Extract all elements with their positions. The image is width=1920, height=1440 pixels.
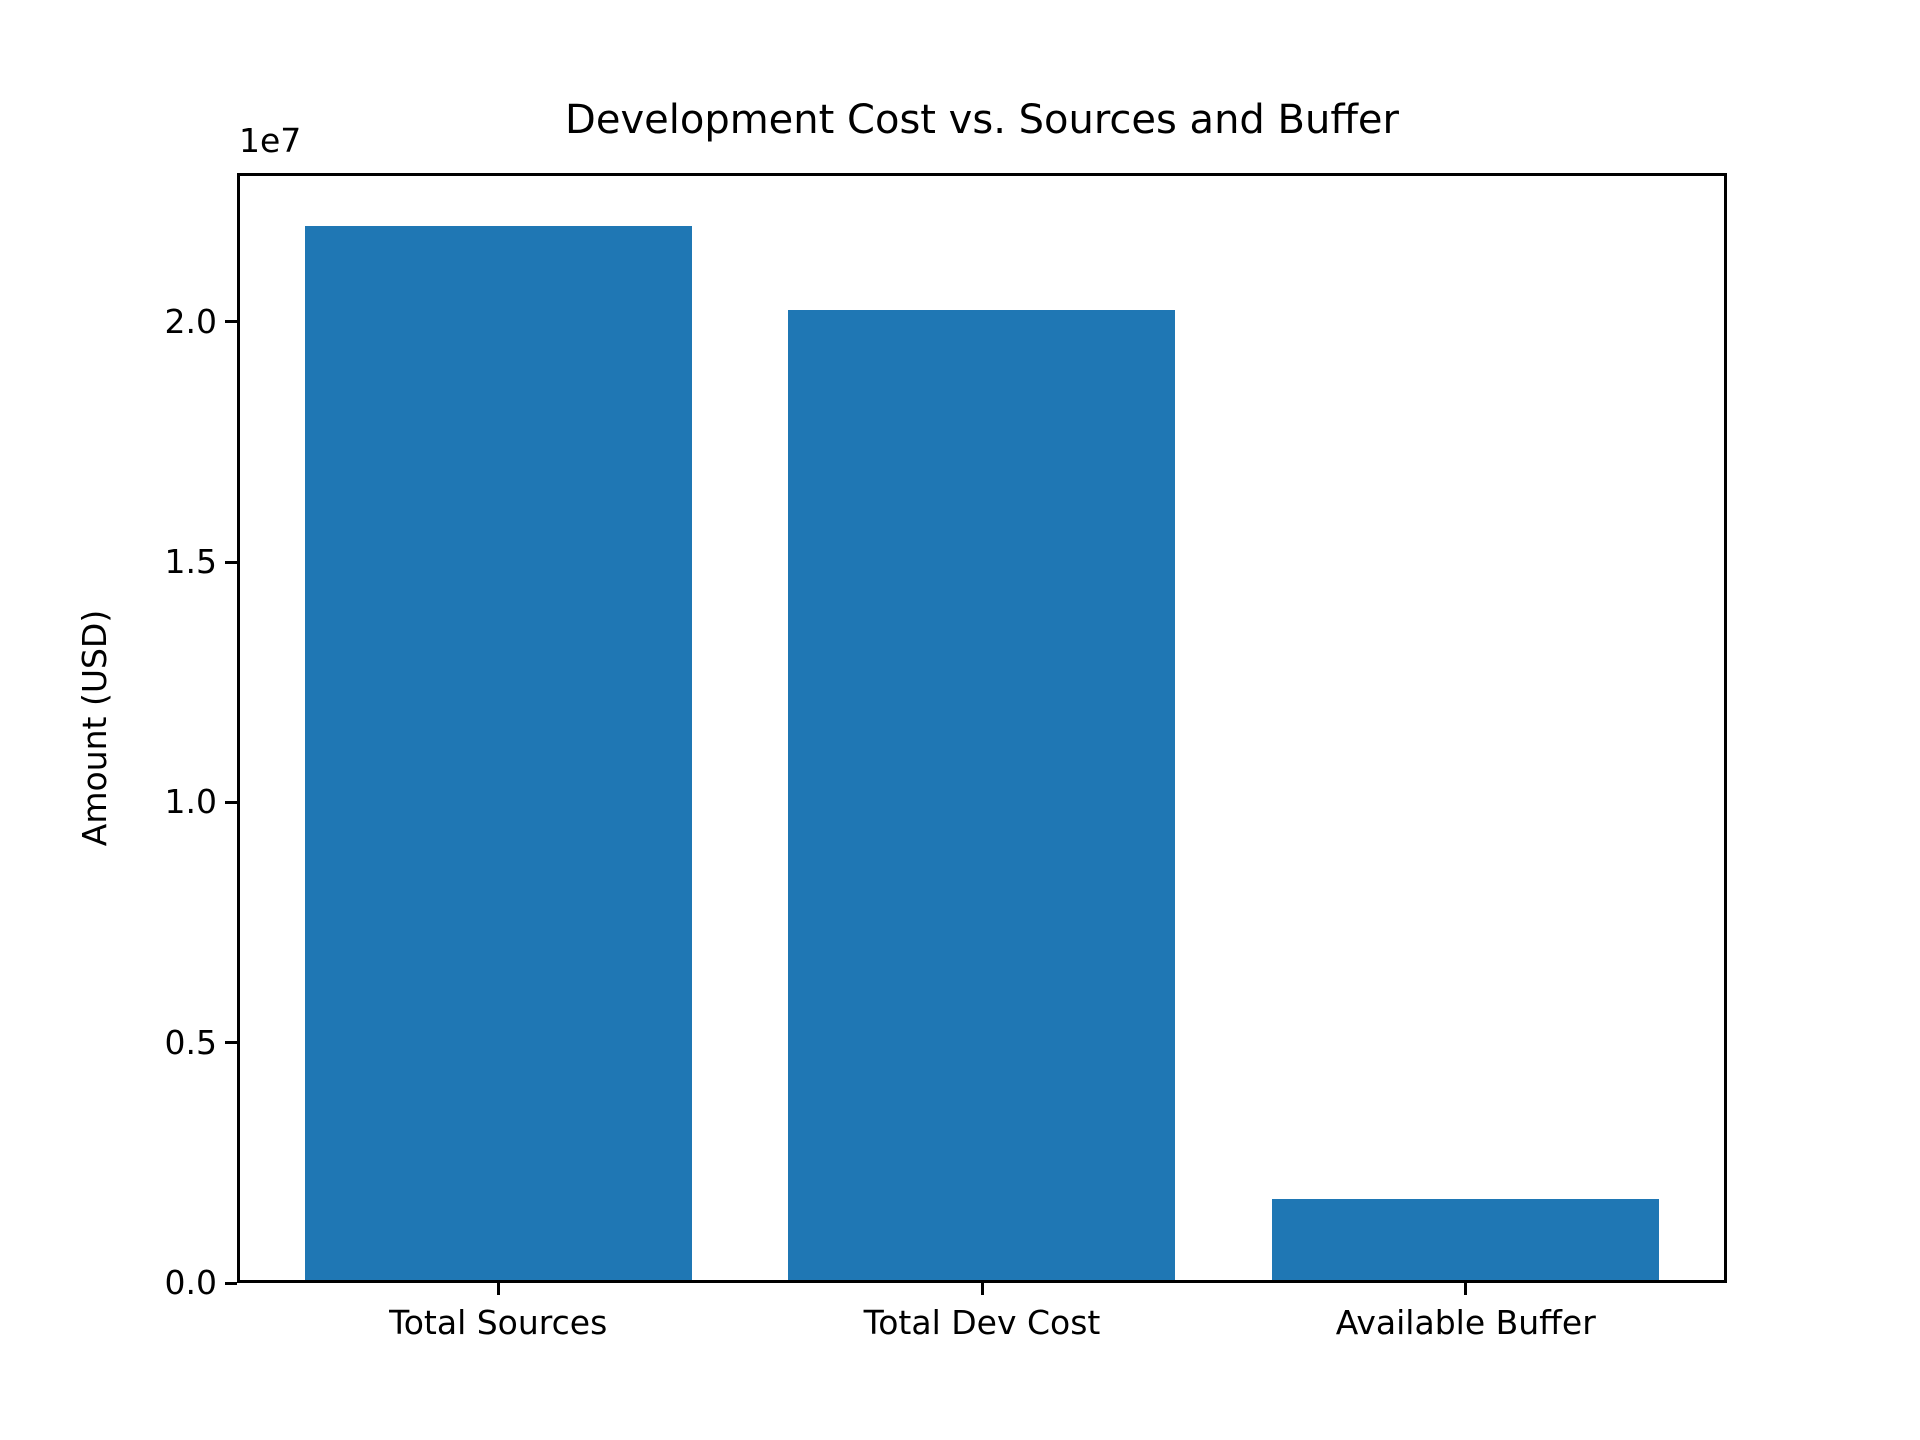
bar-total-sources — [304, 225, 692, 1283]
x-tick-mark-total-sources — [496, 1283, 500, 1295]
chart-title: Development Cost vs. Sources and Buffer — [565, 97, 1399, 143]
y-tick-label-1.5: 1.5 — [164, 542, 217, 582]
y-tick-mark-0.0 — [225, 1281, 237, 1285]
x-tick-mark-total-dev-cost — [980, 1283, 984, 1295]
bar-available-buffer — [1272, 1198, 1660, 1283]
bar-total-dev-cost — [788, 309, 1176, 1283]
y-tick-label-1.0: 1.0 — [164, 782, 217, 822]
y-tick-mark-2.0 — [225, 320, 237, 324]
y-tick-mark-1.0 — [225, 800, 237, 804]
y-tick-mark-1.5 — [225, 560, 237, 564]
y-tick-label-0.5: 0.5 — [164, 1022, 217, 1062]
y-tick-label-0.0: 0.0 — [164, 1263, 217, 1302]
y-axis-label: Amount (USD) — [75, 609, 114, 847]
y-tick-mark-0.5 — [225, 1041, 237, 1045]
y-tick-label-2.0: 2.0 — [164, 301, 217, 341]
x-tick-label-total-dev-cost: Total Dev Cost — [863, 1303, 1101, 1342]
x-tick-label-available-buffer: Available Buffer — [1335, 1303, 1596, 1342]
y-axis-offset-label: 1e7 — [239, 121, 302, 160]
x-tick-mark-available-buffer — [1464, 1283, 1468, 1295]
x-tick-label-total-sources: Total Sources — [389, 1303, 608, 1342]
